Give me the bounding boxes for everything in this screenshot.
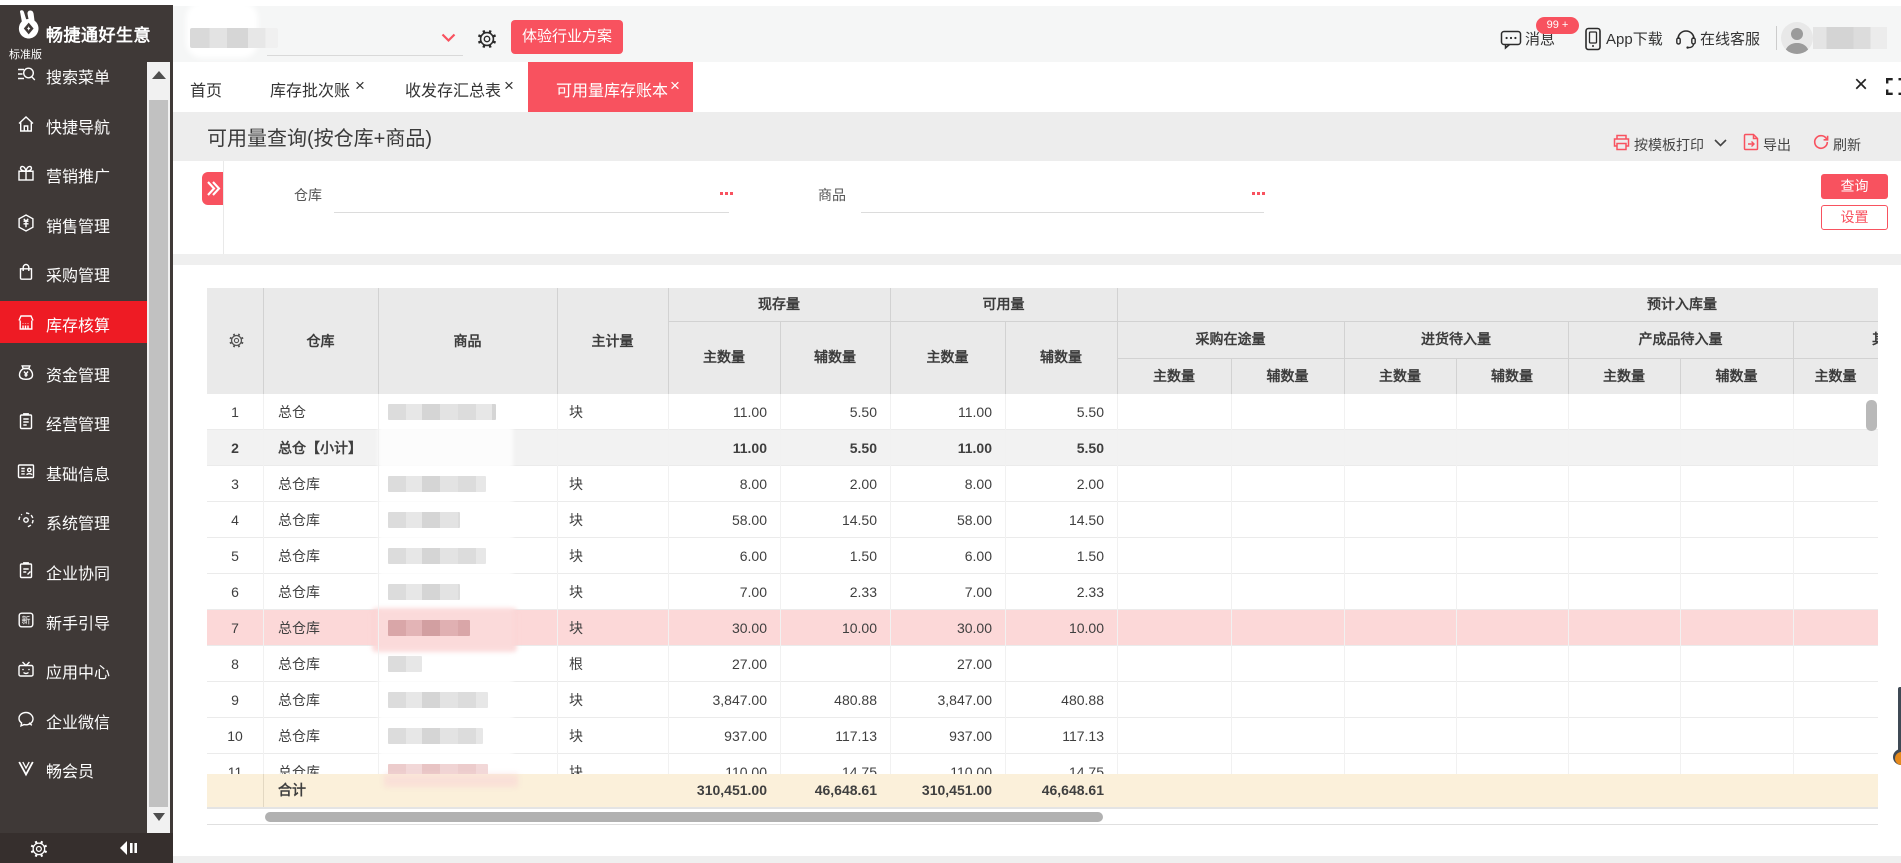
svg-text:新: 新 <box>21 615 30 626</box>
